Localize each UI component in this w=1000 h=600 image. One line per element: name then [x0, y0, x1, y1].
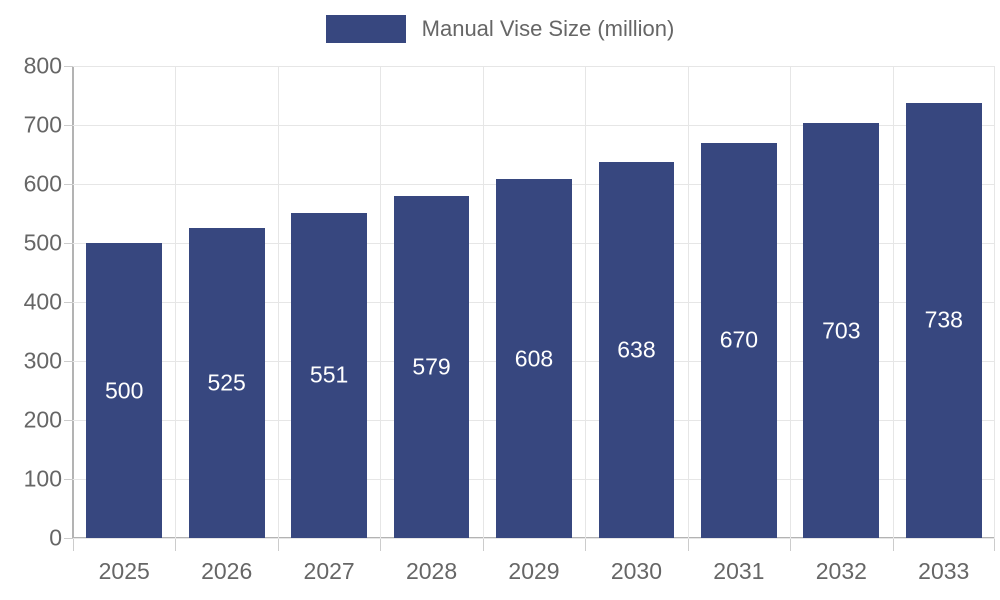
x-axis-tick-mark [175, 539, 176, 551]
y-axis-tick-mark [64, 66, 73, 67]
y-axis-tick-label: 700 [23, 111, 62, 138]
x-axis-tick-mark [585, 539, 586, 551]
x-axis-tick-mark [73, 539, 74, 551]
gridline-vertical [175, 66, 176, 538]
x-axis-tick-label: 2032 [815, 558, 867, 584]
y-axis-tick-mark [64, 125, 73, 126]
bar[interactable]: 638 [598, 161, 675, 538]
gridline-vertical [893, 66, 894, 538]
bar[interactable]: 500 [86, 243, 163, 538]
gridline-horizontal [73, 538, 995, 539]
y-axis-tick-label: 200 [23, 406, 62, 433]
bar[interactable]: 579 [393, 196, 470, 538]
bar-value-label: 551 [309, 361, 349, 388]
x-axis-tick-label: 2026 [201, 558, 253, 584]
bar[interactable]: 703 [803, 123, 880, 538]
x-axis-tick-mark [380, 539, 381, 551]
gridline-vertical [380, 66, 381, 538]
y-axis-tick-label: 300 [23, 347, 62, 374]
gridline-vertical [790, 66, 791, 538]
y-axis-tick-labels: 0 100 200 300 400 500 600 700 800 [0, 0, 62, 600]
x-axis-tick-label: 2030 [610, 558, 663, 584]
bar[interactable]: 670 [700, 142, 777, 538]
legend-color-swatch-icon [325, 15, 406, 43]
bar-value-label: 579 [412, 353, 451, 380]
bar-value-label: 670 [719, 326, 759, 353]
x-axis-tick-mark [483, 539, 484, 551]
gridline-vertical [483, 66, 484, 538]
x-axis-tick-label: 2033 [918, 558, 970, 584]
x-axis-tick-label: 2027 [303, 558, 355, 584]
gridline-vertical [994, 66, 995, 538]
y-axis-tick-mark [64, 420, 73, 421]
plot-area: 500 525 551 579 608 638 670 703 738 [73, 66, 995, 539]
y-axis-tick-label: 0 [49, 524, 62, 551]
y-axis-tick-label: 400 [23, 288, 62, 315]
bar[interactable]: 551 [291, 212, 367, 538]
y-axis-tick-label: 800 [23, 52, 62, 79]
x-axis-tick-label: 2031 [713, 558, 765, 584]
x-axis-tick-mark [893, 539, 894, 551]
y-axis-tick-mark [64, 479, 73, 480]
y-axis-tick-mark [64, 302, 73, 303]
gridline-vertical [278, 66, 279, 538]
gridline-vertical [585, 66, 586, 538]
y-axis-tick-label: 100 [23, 465, 62, 492]
bar-value-label: 638 [617, 336, 656, 363]
y-axis-tick-mark [64, 538, 73, 539]
x-axis-tick-mark [278, 539, 279, 551]
bar-value-label: 525 [207, 369, 246, 396]
y-axis-tick-label: 500 [23, 229, 62, 256]
bar-value-label: 500 [105, 377, 144, 403]
y-axis-tick-mark [64, 361, 73, 362]
x-axis-tick-mark [994, 539, 995, 551]
bar[interactable]: 738 [905, 102, 982, 538]
gridline-vertical [688, 66, 689, 538]
x-axis-tick-mark [790, 539, 791, 551]
x-axis-tick-mark [688, 539, 689, 551]
x-axis-tick-label: 2025 [98, 558, 150, 584]
gridline-horizontal [73, 66, 995, 67]
bar-value-label: 608 [514, 345, 554, 372]
gridline-horizontal [73, 125, 995, 126]
bar-value-label: 738 [924, 306, 963, 333]
bar-value-label: 703 [822, 317, 861, 344]
y-axis-tick-mark [64, 243, 73, 244]
y-axis-tick-mark [64, 184, 73, 185]
chart-legend: Manual Vise Size (million) [0, 8, 1000, 50]
bar[interactable]: 608 [496, 179, 572, 538]
bar[interactable]: 525 [188, 228, 265, 538]
x-axis-tick-label: 2028 [405, 558, 458, 584]
y-axis-tick-label: 600 [23, 170, 62, 197]
legend-label: Manual Vise Size (million) [421, 16, 675, 41]
x-axis-tick-label: 2029 [508, 558, 560, 584]
